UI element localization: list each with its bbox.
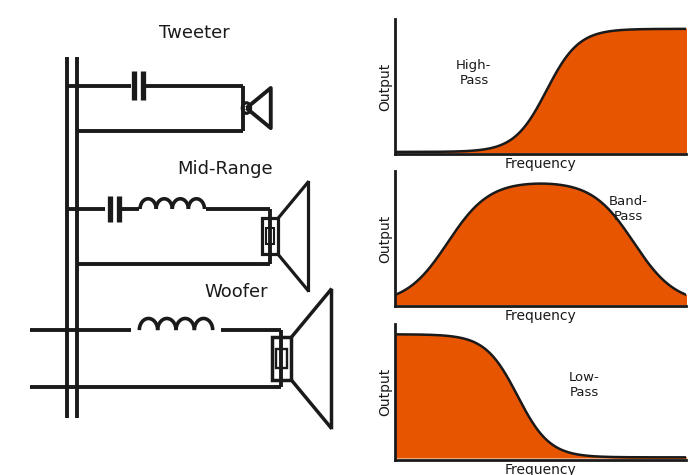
Y-axis label: Output: Output (379, 63, 393, 111)
Y-axis label: Output: Output (379, 215, 393, 263)
Bar (272, 337, 291, 380)
Text: Woofer: Woofer (204, 283, 267, 301)
X-axis label: Frequency: Frequency (505, 157, 577, 171)
Text: Band-
Pass: Band- Pass (608, 195, 648, 223)
Bar (262, 218, 278, 254)
Bar (276, 349, 287, 368)
Y-axis label: Output: Output (379, 368, 393, 416)
Text: Low-
Pass: Low- Pass (569, 371, 600, 399)
X-axis label: Frequency: Frequency (505, 309, 577, 323)
X-axis label: Frequency: Frequency (505, 463, 577, 475)
Text: Mid-Range: Mid-Range (177, 160, 272, 178)
Text: Tweeter: Tweeter (160, 24, 230, 42)
Text: High-
Pass: High- Pass (456, 59, 491, 87)
Bar (266, 228, 274, 244)
